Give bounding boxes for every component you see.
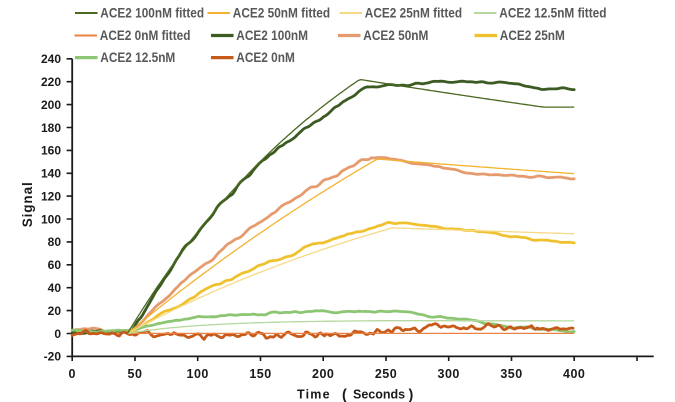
svg-text:60: 60	[48, 258, 62, 272]
svg-text:0: 0	[54, 327, 61, 341]
svg-text:ACE2 12.5nM: ACE2 12.5nM	[100, 50, 175, 65]
svg-text:220: 220	[41, 75, 61, 89]
svg-text:350: 350	[500, 367, 522, 381]
svg-text:150: 150	[249, 367, 271, 381]
svg-text:ACE2 50nM: ACE2 50nM	[363, 28, 428, 43]
svg-text:100: 100	[187, 367, 209, 381]
svg-text:200: 200	[41, 98, 61, 112]
svg-text:100: 100	[41, 212, 61, 226]
svg-text:40: 40	[48, 281, 62, 295]
svg-text:ACE2 100nM: ACE2 100nM	[236, 28, 308, 43]
svg-text:-20: -20	[44, 350, 62, 364]
svg-text:200: 200	[312, 367, 334, 381]
svg-text:Seconds: Seconds	[353, 387, 405, 401]
svg-text:ACE2 25nM: ACE2 25nM	[500, 28, 565, 43]
svg-text:80: 80	[48, 235, 62, 249]
svg-text:140: 140	[41, 167, 61, 181]
svg-text:(: (	[342, 387, 347, 402]
svg-text:120: 120	[41, 189, 61, 203]
svg-text:0: 0	[68, 367, 75, 381]
svg-text:400: 400	[563, 367, 585, 381]
svg-text:ACE2 25nM fitted: ACE2 25nM fitted	[365, 6, 462, 21]
svg-text:Time: Time	[297, 387, 331, 401]
svg-text:160: 160	[41, 144, 61, 158]
svg-text:ACE2 0nM: ACE2 0nM	[236, 50, 294, 65]
svg-text:180: 180	[41, 121, 61, 135]
svg-text:ACE2 12.5nM fitted: ACE2 12.5nM fitted	[499, 6, 606, 21]
svg-text:300: 300	[438, 367, 460, 381]
svg-text:ACE2 50nM fitted: ACE2 50nM fitted	[233, 6, 330, 21]
svg-text:250: 250	[375, 367, 397, 381]
svg-text:ACE2 0nM fitted: ACE2 0nM fitted	[100, 28, 191, 43]
svg-text:ACE2 100nM fitted: ACE2 100nM fitted	[100, 6, 204, 21]
svg-text:240: 240	[41, 52, 61, 66]
svg-text:): )	[409, 387, 414, 402]
svg-text:50: 50	[128, 367, 143, 381]
svg-text:Signal: Signal	[20, 181, 35, 227]
svg-text:20: 20	[48, 304, 62, 318]
